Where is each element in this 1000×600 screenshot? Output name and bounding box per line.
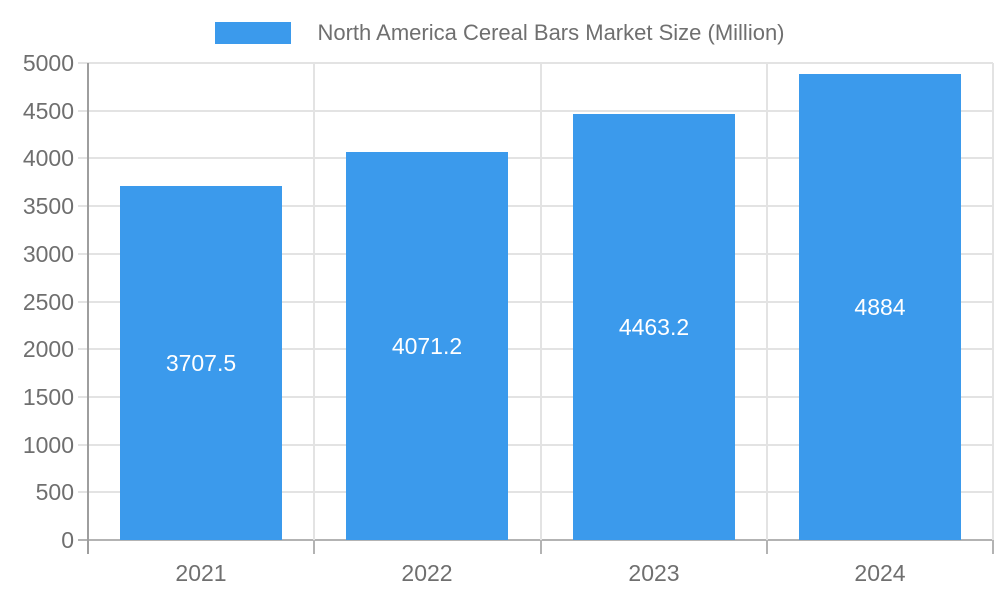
y-tick-label: 1000	[22, 432, 74, 458]
gridline-h	[78, 62, 993, 64]
y-tick-label: 4000	[22, 145, 74, 171]
y-tick-label: 2000	[22, 336, 74, 362]
gridline-h	[78, 253, 993, 255]
gridline-v	[992, 63, 994, 540]
gridline-h	[78, 396, 993, 398]
y-tick-label: 4500	[22, 98, 74, 124]
bar-value-label: 4463.2	[618, 314, 690, 340]
x-axis-baseline	[78, 539, 993, 541]
x-axis-tick	[540, 540, 542, 554]
gridline-h	[78, 157, 993, 159]
legend-swatch	[215, 22, 292, 44]
gridline-v	[313, 63, 315, 540]
bar	[346, 152, 508, 540]
x-axis-tick	[992, 540, 994, 554]
y-tick-label: 1500	[22, 384, 74, 410]
y-axis-line	[87, 63, 89, 554]
gridline-h	[78, 301, 993, 303]
x-tick-label: 2021	[175, 560, 227, 586]
bar-value-label: 3707.5	[165, 350, 237, 376]
bar	[573, 114, 735, 540]
x-axis-tick	[313, 540, 315, 554]
gridline-v	[766, 63, 768, 540]
y-tick-label: 2500	[22, 289, 74, 315]
bar-value-label: 4071.2	[391, 333, 463, 359]
y-tick-label: 5000	[22, 50, 74, 76]
chart-legend: North America Cereal Bars Market Size (M…	[0, 16, 1000, 50]
bar	[799, 74, 961, 540]
gridline-h	[78, 444, 993, 446]
bar	[120, 186, 282, 540]
bar-value-label: 4884	[854, 294, 906, 320]
y-tick-label: 3000	[22, 241, 74, 267]
legend-label: North America Cereal Bars Market Size (M…	[317, 20, 785, 45]
y-tick-label: 500	[35, 479, 74, 505]
gridline-h	[78, 110, 993, 112]
gridline-h	[78, 348, 993, 350]
gridline-v	[540, 63, 542, 540]
y-tick-label: 0	[61, 527, 74, 553]
x-tick-label: 2024	[854, 560, 906, 586]
gridline-h	[78, 205, 993, 207]
x-tick-label: 2023	[628, 560, 680, 586]
x-tick-label: 2022	[401, 560, 453, 586]
x-axis-tick	[766, 540, 768, 554]
gridline-h	[78, 491, 993, 493]
y-tick-label: 3500	[22, 193, 74, 219]
